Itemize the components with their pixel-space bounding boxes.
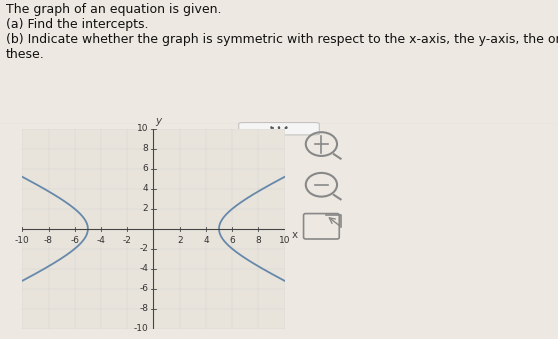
Text: 8: 8 — [256, 236, 261, 245]
Text: • • •: • • • — [271, 126, 287, 132]
Text: -4: -4 — [140, 264, 148, 273]
Text: -10: -10 — [15, 236, 30, 245]
FancyBboxPatch shape — [239, 123, 319, 135]
Text: -2: -2 — [123, 236, 132, 245]
Text: 6: 6 — [142, 164, 148, 173]
Text: -2: -2 — [140, 244, 148, 253]
Text: 4: 4 — [203, 236, 209, 245]
Text: 10: 10 — [279, 236, 290, 245]
Text: 2: 2 — [143, 204, 148, 213]
Text: y: y — [155, 116, 161, 126]
Text: 2: 2 — [177, 236, 182, 245]
Text: -6: -6 — [139, 284, 148, 293]
Text: 4: 4 — [143, 184, 148, 193]
Text: 10: 10 — [137, 124, 148, 133]
Text: -8: -8 — [139, 304, 148, 313]
Text: • • •: • • • — [269, 124, 289, 133]
Text: The graph of an equation is given.
(a) Find the intercepts.
(b) Indicate whether: The graph of an equation is given. (a) F… — [6, 3, 558, 61]
Text: -6: -6 — [70, 236, 79, 245]
Text: x: x — [292, 230, 298, 240]
Text: -10: -10 — [133, 324, 148, 333]
Text: -8: -8 — [44, 236, 53, 245]
Text: 8: 8 — [142, 144, 148, 153]
Text: 6: 6 — [229, 236, 235, 245]
Text: -4: -4 — [97, 236, 105, 245]
